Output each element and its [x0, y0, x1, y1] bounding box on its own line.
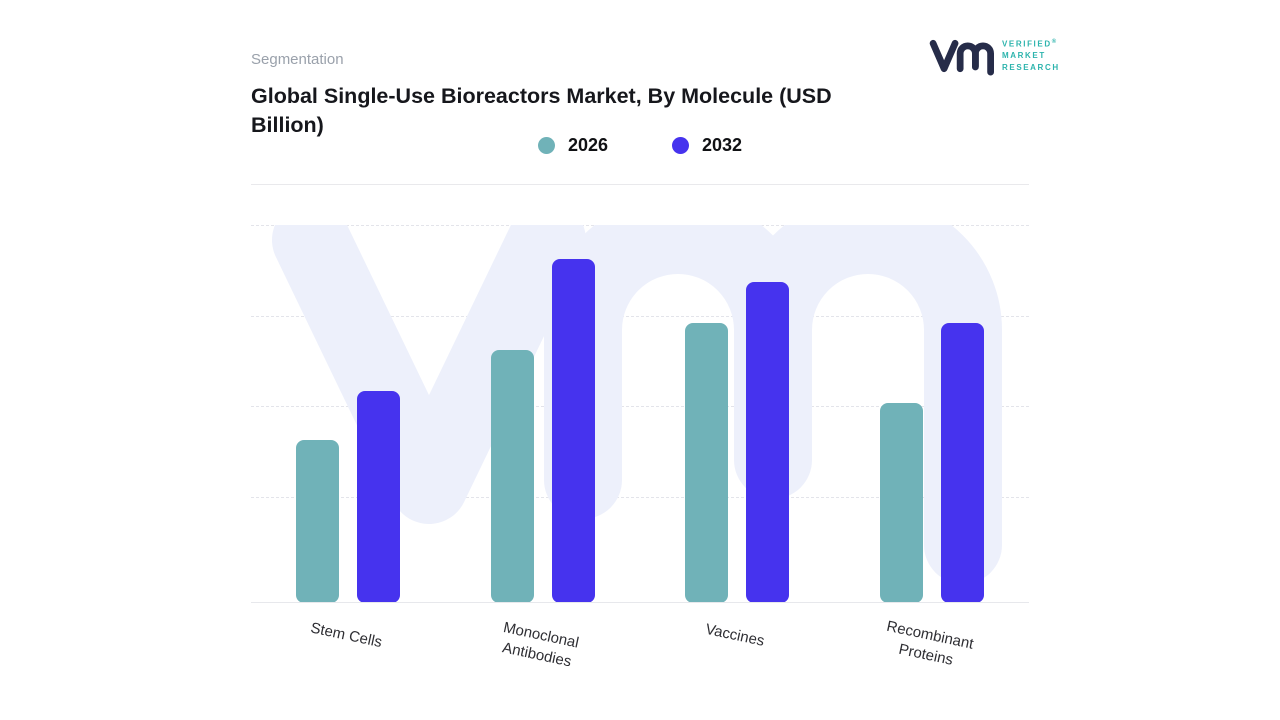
legend-dot-2026	[537, 137, 555, 154]
bar-groups	[251, 225, 1029, 603]
category-label-stem-cells: Stem Cells	[309, 619, 384, 652]
vmr-logo: VERIFIED® MARKET RESEARCH	[928, 34, 1060, 78]
category-label-vaccines: Vaccines	[704, 620, 767, 650]
gridline	[251, 315, 1029, 317]
header-divider	[251, 184, 1029, 185]
bar-group-monoclonal-antibodies	[446, 225, 641, 603]
bar-recombinant-proteins-2032	[940, 323, 984, 603]
chart-legend: 2026 2032	[251, 135, 1029, 156]
registered-trademark: ®	[1051, 38, 1057, 45]
bar-stem-cells-2032	[357, 391, 401, 603]
legend-dot-2032	[672, 137, 689, 154]
bar-group-stem-cells	[251, 225, 446, 603]
bar-recombinant-proteins-2026	[879, 402, 923, 603]
bar-monoclonal-antibodies-2032	[551, 259, 595, 603]
segmentation-label: Segmentation	[251, 51, 344, 68]
vmr-logo-mark-icon	[929, 39, 994, 76]
legend-label-2032: 2032	[702, 135, 743, 155]
bar-group-recombinant-proteins	[835, 225, 1030, 603]
bar-vaccines-2032	[746, 281, 790, 603]
chart-title: Global Single-Use Bioreactors Market, By…	[251, 84, 832, 137]
logo-line-market: MARKET	[1002, 51, 1046, 61]
bar-monoclonal-antibodies-2026	[490, 349, 534, 603]
gridline	[251, 406, 1029, 408]
logo-line-research: RESEARCH	[1002, 63, 1060, 73]
legend-label-2026: 2026	[567, 135, 608, 155]
category-label-recombinant-proteins: Recombinant Proteins	[884, 617, 975, 669]
bar-stem-cells-2026	[296, 440, 340, 603]
legend-item-2026: 2026	[537, 135, 608, 156]
x-axis-line	[251, 602, 1029, 603]
bar-group-vaccines	[640, 225, 835, 603]
gridline	[251, 497, 1029, 499]
category-label-monoclonal-antibodies: Monoclonal Antibodies	[500, 619, 581, 670]
vmr-logo-text: VERIFIED® MARKET RESEARCH	[1002, 38, 1060, 75]
plot-area	[251, 225, 1029, 603]
legend-item-2032: 2032	[672, 135, 742, 156]
logo-line-verified: VERIFIED	[1002, 39, 1052, 49]
bar-vaccines-2026	[685, 323, 729, 603]
category-labels: Stem Cells Monoclonal Antibodies Vaccines R…	[251, 618, 1029, 670]
